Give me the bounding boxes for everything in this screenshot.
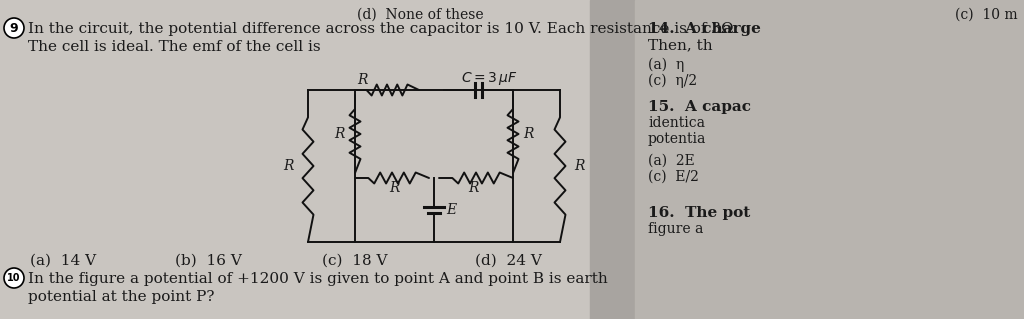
Text: R: R xyxy=(356,73,368,87)
Text: (c)  18 V: (c) 18 V xyxy=(322,254,387,268)
Text: R: R xyxy=(523,127,534,141)
Text: potential at the point P?: potential at the point P? xyxy=(28,290,214,304)
Text: (d)  None of these: (d) None of these xyxy=(356,8,483,22)
Text: R: R xyxy=(335,127,345,141)
Text: (c)  10 m: (c) 10 m xyxy=(955,8,1018,22)
Bar xyxy=(635,0,1024,319)
Text: R: R xyxy=(468,181,479,195)
Text: potentia: potentia xyxy=(648,132,707,146)
Text: The cell is ideal. The emf of the cell is: The cell is ideal. The emf of the cell i… xyxy=(28,40,321,54)
Text: E: E xyxy=(446,203,456,217)
Text: (c)  η/2: (c) η/2 xyxy=(648,74,697,88)
Circle shape xyxy=(4,268,24,288)
Circle shape xyxy=(4,18,24,38)
Text: 14.  A charge: 14. A charge xyxy=(648,22,761,36)
Text: (a)  η: (a) η xyxy=(648,58,684,72)
Text: 15.  A capac: 15. A capac xyxy=(648,100,751,114)
Text: 10: 10 xyxy=(7,273,20,283)
Text: Then, th: Then, th xyxy=(648,38,713,52)
Text: (a)  14 V: (a) 14 V xyxy=(30,254,96,268)
Text: In the circuit, the potential difference across the capacitor is 10 V. Each resi: In the circuit, the potential difference… xyxy=(28,22,738,36)
Text: figure a: figure a xyxy=(648,222,703,236)
Text: (a)  2E: (a) 2E xyxy=(648,154,694,168)
Text: 9: 9 xyxy=(9,21,18,34)
Text: R: R xyxy=(284,159,294,173)
Text: 16.  The pot: 16. The pot xyxy=(648,206,751,220)
Bar xyxy=(590,0,640,319)
Text: identica: identica xyxy=(648,116,705,130)
Text: (c)  E/2: (c) E/2 xyxy=(648,170,698,184)
Text: In the figure a potential of +1200 V is given to point A and point B is earth: In the figure a potential of +1200 V is … xyxy=(28,272,608,286)
Text: R: R xyxy=(574,159,585,173)
Text: $C = 3\,\mu F$: $C = 3\,\mu F$ xyxy=(461,70,517,87)
Text: (b)  16 V: (b) 16 V xyxy=(175,254,242,268)
Bar xyxy=(0,0,625,319)
Text: R: R xyxy=(389,181,399,195)
Text: (d)  24 V: (d) 24 V xyxy=(475,254,542,268)
